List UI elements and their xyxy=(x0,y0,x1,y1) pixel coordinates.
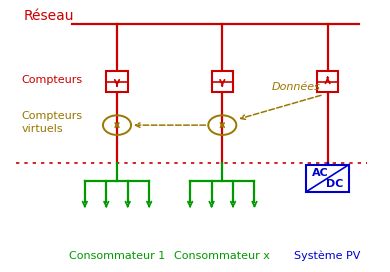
Text: Réseau: Réseau xyxy=(23,9,74,23)
Text: Données: Données xyxy=(272,82,321,92)
Text: Compteurs: Compteurs xyxy=(21,75,83,85)
Text: AC: AC xyxy=(312,168,329,178)
Bar xyxy=(306,165,349,192)
Text: Système PV: Système PV xyxy=(294,251,361,261)
Bar xyxy=(211,72,233,92)
Text: DC: DC xyxy=(326,179,343,189)
Text: Compteurs
virtuels: Compteurs virtuels xyxy=(21,111,83,134)
Text: Consommateur 1: Consommateur 1 xyxy=(69,251,165,261)
Bar xyxy=(317,72,339,92)
Bar xyxy=(106,72,128,92)
Text: Consommateur x: Consommateur x xyxy=(174,251,270,261)
